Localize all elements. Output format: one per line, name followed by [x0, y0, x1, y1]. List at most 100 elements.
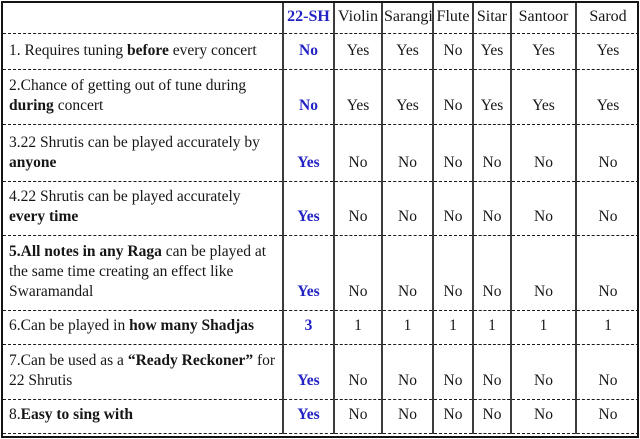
- value-cell-violin: Yes: [333, 33, 382, 70]
- value-cell-sitar: 1: [472, 310, 511, 345]
- value-cell-sarangi: No: [381, 399, 433, 434]
- criteria-cell: 6.Can be played in how many Shadjas: [3, 310, 283, 345]
- value-cell-santoor: No: [510, 181, 576, 236]
- criteria-cell: 8.Easy to sing with: [3, 399, 283, 434]
- criteria-text: 2.Chance of getting out of tune during: [9, 76, 247, 94]
- criteria-cell: 4.22 Shrutis can be played accurately ev…: [3, 181, 283, 236]
- comparison-table: 22-SH Violin Sarangi Flute Sitar Santoor Sarod…: [3, 3, 639, 434]
- value-cell-sitar: No: [472, 344, 511, 400]
- value-cell-santoor: Yes: [510, 33, 576, 70]
- criteria-cell: 1. Requires tuning before every concert: [3, 33, 283, 70]
- criteria-text-bold: how many Shadjas: [129, 316, 255, 334]
- table-body: 1. Requires tuning before every concert N…: [3, 33, 639, 434]
- value-cell-22-sh: Yes: [282, 344, 334, 400]
- value-cell-sarod: 1: [575, 310, 639, 345]
- value-cell-sitar: No: [472, 124, 511, 182]
- value-cell-sarangi: 1: [381, 310, 433, 345]
- value-cell-22-sh: Yes: [282, 399, 334, 434]
- criteria-text-bold: before: [126, 41, 169, 59]
- value-cell-santoor: No: [510, 399, 576, 434]
- value-cell-22-sh: Yes: [282, 181, 334, 236]
- value-cell-22-sh: 3: [282, 310, 334, 345]
- table-row: 2.Chance of getting out of tune during d…: [3, 69, 639, 125]
- value-cell-violin: No: [333, 235, 382, 311]
- value-cell-sarangi: No: [381, 235, 433, 311]
- value-cell-sarod: No: [575, 181, 639, 236]
- value-cell-violin: No: [333, 344, 382, 400]
- value-cell-sarod: No: [575, 235, 639, 311]
- table-row: 5.All notes in any Raga can be played at…: [3, 235, 639, 311]
- table-row: 8.Easy to sing with Yes No No No No No No: [3, 399, 639, 434]
- value-cell-sitar: Yes: [472, 33, 511, 70]
- criteria-text-bold: Easy to sing with: [20, 405, 134, 423]
- value-cell-violin: No: [333, 181, 382, 236]
- value-cell-flute: No: [432, 181, 473, 236]
- criteria-text: every concert: [168, 41, 257, 59]
- value-cell-flute: No: [432, 69, 473, 125]
- criteria-text-bold: “Ready Reckoner”: [127, 351, 254, 369]
- value-cell-sarod: No: [575, 124, 639, 182]
- value-cell-violin: No: [333, 399, 382, 434]
- criteria-text: can be played at the same time creating …: [9, 242, 267, 300]
- column-header-Sitar: Sitar: [472, 3, 511, 34]
- criteria-text-bold: every time: [9, 207, 79, 225]
- criteria-cell: 5.All notes in any Raga can be played at…: [3, 235, 283, 311]
- table-row: 7.Can be used as a “Ready Reckoner” for …: [3, 344, 639, 400]
- value-cell-sitar: No: [472, 235, 511, 311]
- value-cell-sitar: No: [472, 181, 511, 236]
- value-cell-22-sh: No: [282, 69, 334, 125]
- value-cell-sarod: Yes: [575, 33, 639, 70]
- value-cell-violin: Yes: [333, 69, 382, 125]
- value-cell-flute: No: [432, 33, 473, 70]
- value-cell-flute: No: [432, 344, 473, 400]
- value-cell-flute: No: [432, 235, 473, 311]
- column-header-Flute: Flute: [432, 3, 473, 34]
- value-cell-sarangi: No: [381, 344, 433, 400]
- value-cell-sarod: Yes: [575, 69, 639, 125]
- column-header-Santoor: Santoor: [510, 3, 576, 34]
- value-cell-flute: No: [432, 399, 473, 434]
- value-cell-flute: 1: [432, 310, 473, 345]
- value-cell-santoor: 1: [510, 310, 576, 345]
- value-cell-sarangi: Yes: [381, 69, 433, 125]
- criteria-cell: 3.22 Shrutis can be played accurately by…: [3, 124, 283, 182]
- value-cell-sarangi: No: [381, 181, 433, 236]
- column-header-Sarod: Sarod: [575, 3, 639, 34]
- value-cell-santoor: No: [510, 235, 576, 311]
- value-cell-santoor: No: [510, 344, 576, 400]
- value-cell-violin: 1: [333, 310, 382, 345]
- criteria-text: 3.22 Shrutis can be played accurately by: [9, 133, 260, 151]
- value-cell-sarangi: Yes: [381, 33, 433, 70]
- column-header-Sarangi: Sarangi: [381, 3, 433, 34]
- value-cell-santoor: No: [510, 124, 576, 182]
- value-cell-sarod: No: [575, 344, 639, 400]
- value-cell-flute: No: [432, 124, 473, 182]
- criteria-text: 6.Can be played in: [9, 316, 130, 334]
- value-cell-sarod: No: [575, 399, 639, 434]
- value-cell-sarangi: No: [381, 124, 433, 182]
- value-cell-22-sh: No: [282, 33, 334, 70]
- value-cell-santoor: Yes: [510, 69, 576, 125]
- criteria-text: for 22 Shrutis: [9, 351, 276, 389]
- table-row: 4.22 Shrutis can be played accurately ev…: [3, 181, 639, 236]
- criteria-cell: 2.Chance of getting out of tune during d…: [3, 69, 283, 125]
- value-cell-sitar: No: [472, 399, 511, 434]
- criteria-text-bold: during: [9, 96, 54, 114]
- column-header-22-SH: 22-SH: [282, 3, 334, 34]
- table-row: 6.Can be played in how many Shadjas 3 1 1 1 1…: [3, 310, 639, 345]
- criteria-text-bold: 5.All notes in any Raga: [9, 242, 162, 260]
- column-header-Violin: Violin: [333, 3, 382, 34]
- criteria-cell: 7.Can be used as a “Ready Reckoner” for …: [3, 344, 283, 400]
- criteria-text: 1. Requires tuning: [9, 41, 127, 59]
- value-cell-violin: No: [333, 124, 382, 182]
- criteria-text: concert: [53, 96, 104, 114]
- criteria-header-cell: [3, 3, 283, 34]
- table-row: 1. Requires tuning before every concert N…: [3, 33, 639, 70]
- table-row: 3.22 Shrutis can be played accurately by…: [3, 124, 639, 182]
- criteria-text-bold: anyone: [9, 153, 57, 171]
- value-cell-22-sh: Yes: [282, 235, 334, 311]
- header-row: 22-SH Violin Sarangi Flute Sitar Santoor Sarod: [3, 3, 639, 34]
- criteria-text: 8.: [9, 405, 21, 423]
- criteria-text: 4.22 Shrutis can be played accurately: [9, 187, 241, 205]
